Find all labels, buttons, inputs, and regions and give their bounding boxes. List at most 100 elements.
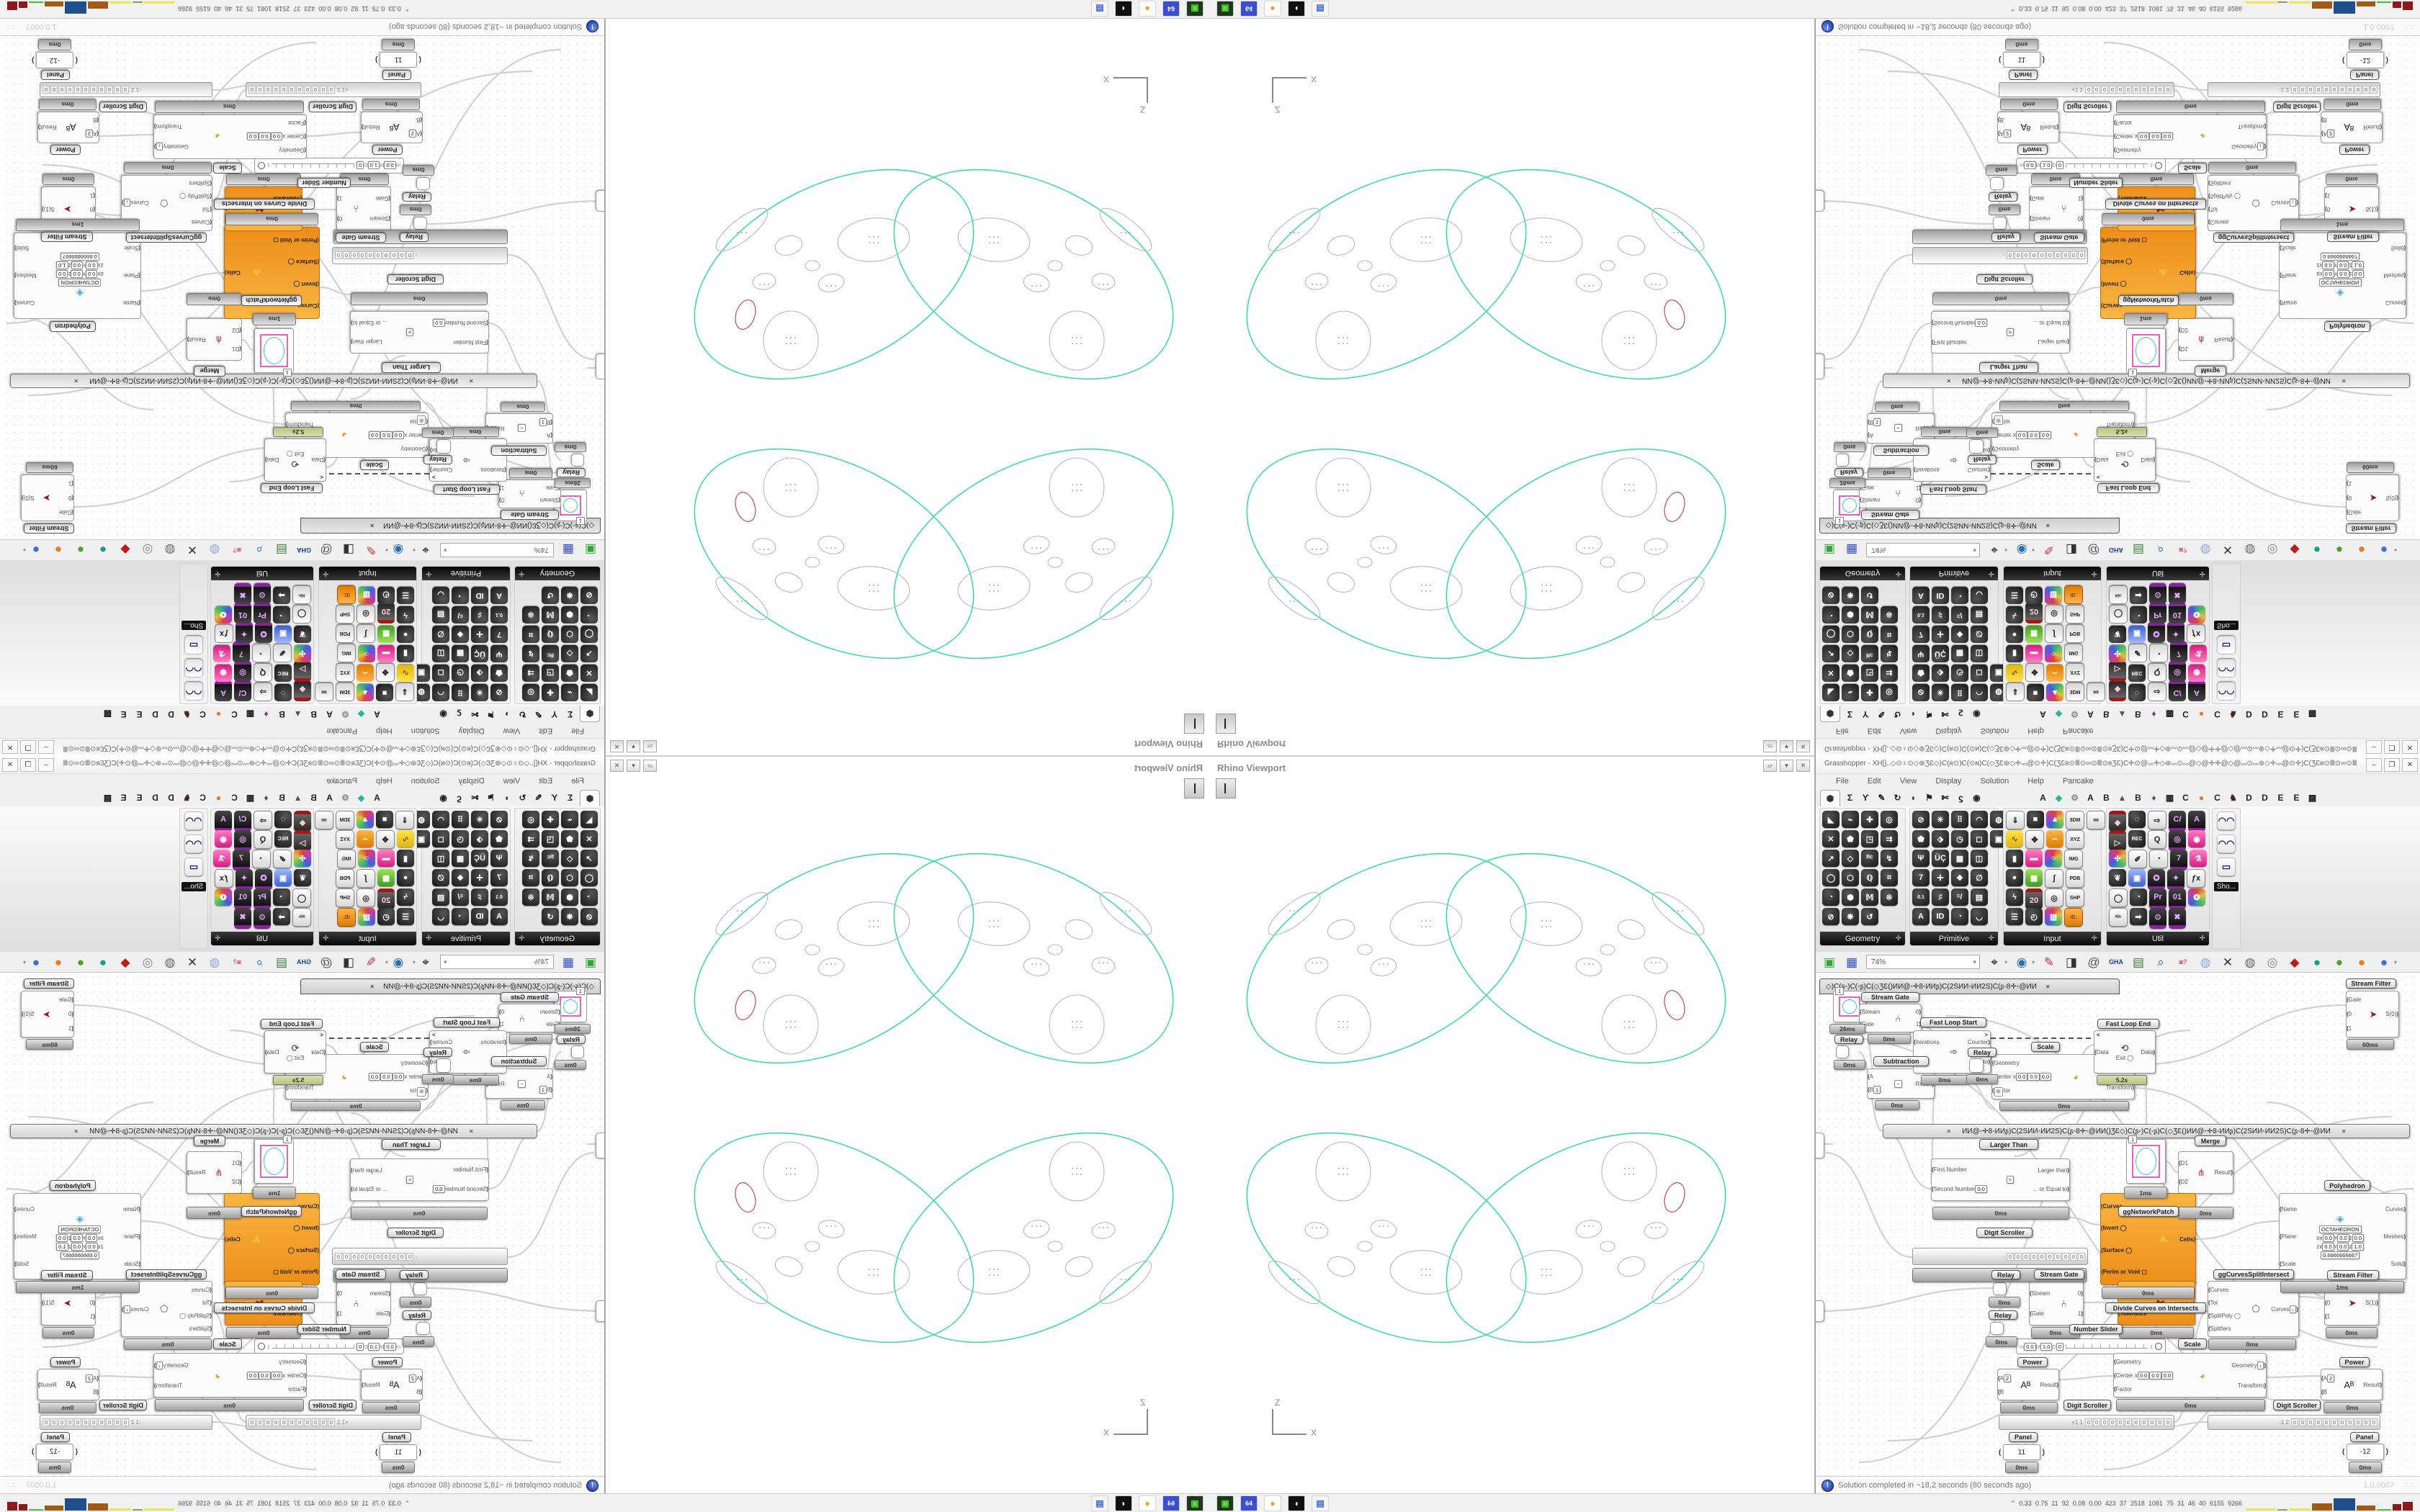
component-icon[interactable]: ▥ — [358, 587, 375, 604]
component-icon[interactable]: ◷ — [452, 830, 469, 847]
input-port[interactable]: 1 — [68, 480, 73, 487]
title-bar[interactable]: Grasshopper - XH[]..◇⊙♁⊙◇⊛ƷƐ◇)C(ʀ⊙)C(⊙ɴ)… — [0, 738, 604, 756]
component-icon[interactable]: ⌢ — [357, 830, 374, 847]
scroller-digit[interactable]: 0 — [375, 251, 382, 260]
component-icon[interactable]: ▦ — [377, 626, 395, 643]
console-app-icon[interactable]: ▣ — [1216, 1495, 1234, 1511]
component-icon[interactable]: A — [2188, 811, 2205, 832]
component-icon[interactable]: ◴ — [377, 587, 395, 604]
scroller-digit[interactable]: 0 — [280, 1418, 287, 1426]
input-port[interactable]: Invert ◯ — [293, 1225, 319, 1231]
export-doc-icon[interactable]: ▤ — [2133, 955, 2145, 969]
input-port[interactable]: B — [93, 1389, 99, 1395]
palette-footer[interactable]: Util ✛ — [211, 567, 313, 580]
input-port[interactable]: Plane — [2280, 1233, 2296, 1240]
output-port[interactable]: Geometry↓ — [154, 143, 189, 150]
component-icon[interactable]: ⇨ — [254, 811, 272, 829]
component-icon[interactable]: ▲ — [2046, 684, 2063, 701]
output-port[interactable]: ... or Equal to — [351, 1186, 387, 1192]
snowflake-icon[interactable]: ❄ — [1994, 415, 2003, 425]
scroller-digit[interactable]: 0 — [264, 1418, 272, 1426]
input-port[interactable]: Scale — [124, 246, 140, 252]
at-icon[interactable]: @ — [2087, 955, 2100, 969]
tab-plugin[interactable]: ▦ — [246, 793, 255, 803]
component-icon[interactable]: XYZ — [2066, 663, 2084, 682]
component-icon[interactable]: 01 — [234, 603, 251, 624]
close-icon[interactable]: ✕ — [2341, 1128, 2347, 1135]
output-port[interactable]: S(0) — [2385, 495, 2398, 501]
component-icon[interactable]: 7 — [490, 626, 508, 643]
input-port[interactable]: Gate — [59, 996, 73, 1003]
tab-plugin[interactable]: ♞ — [2229, 709, 2237, 719]
chevron-down-icon[interactable]: ▾ — [2004, 958, 2008, 966]
component-icon[interactable]: ✦ — [236, 622, 253, 643]
scroller-digit[interactable]: 0 — [406, 251, 413, 260]
component-icon[interactable]: ❋ — [1842, 908, 1859, 925]
output-port[interactable]: Result — [2040, 125, 2058, 131]
scroller-digit[interactable]: 0 — [114, 86, 121, 94]
input-port[interactable]: B — [2321, 1389, 2327, 1395]
component-icon[interactable]: ◡ — [432, 908, 449, 925]
component-field[interactable]: OCTAHEDRON — [58, 279, 102, 287]
node-power[interactable]: A2BAᴮResult — [2321, 112, 2383, 143]
output-port[interactable]: Cells — [2179, 1236, 2195, 1243]
component-icon[interactable]: ◔ — [1951, 908, 1968, 925]
component-icon[interactable]: ※ — [522, 888, 539, 906]
input-port[interactable]: 0 — [2347, 1011, 2352, 1017]
scroller-digit[interactable]: 0 — [106, 1418, 113, 1426]
preview-icon[interactable]: ◉ — [2016, 543, 2027, 557]
maximize-button[interactable]: ❒ — [20, 758, 36, 772]
component-icon[interactable]: ◴ — [2025, 908, 2043, 925]
save-file-icon[interactable]: ▦ — [1845, 543, 1858, 557]
zoom-extents-icon[interactable]: ⌖ — [422, 955, 429, 969]
tab-plugin[interactable]: ♦ — [264, 709, 269, 719]
package-icon[interactable]: ◙? — [233, 958, 241, 966]
tab-plugin[interactable]: D — [2246, 793, 2252, 803]
node-relay-edge[interactable] — [1816, 1133, 1824, 1158]
node-power[interactable]: A2BAᴮResult — [1997, 1369, 2059, 1400]
output-port[interactable]: Solid — [2391, 246, 2406, 252]
scroller-digit[interactable]: 0 — [2062, 1252, 2069, 1261]
component-icon[interactable]: ◫ — [432, 645, 449, 662]
output-port[interactable]: Data — [2141, 1049, 2155, 1056]
component-icon[interactable]: Q — [2148, 663, 2166, 682]
component-icon[interactable]: ⌗ — [1881, 869, 1898, 886]
component-field[interactable]: ᴅx0.0ʏ0.0ᴢ0.0 — [55, 270, 104, 278]
component-icon[interactable]: PDB — [2066, 624, 2084, 643]
input-port[interactable]: Center x0.00.00.0 — [2114, 132, 2174, 141]
gha-icon[interactable]: GHA — [2109, 958, 2124, 966]
scroller-digit[interactable]: 0 — [359, 251, 366, 260]
sketch-icon[interactable]: ✎ — [365, 955, 377, 969]
jar-icon[interactable]: ◨ — [2066, 543, 2078, 557]
viewport-dropdown[interactable] — [1216, 778, 1236, 798]
ball-orange-icon[interactable]: ● — [2357, 955, 2366, 969]
scroller-digit[interactable]: 0 — [398, 1252, 405, 1261]
input-port[interactable]: SplitPoly ◯ — [179, 1313, 212, 1319]
bulb-icon[interactable]: ◍ — [209, 543, 220, 557]
rhino-viewport-panel[interactable]: Rhino Viewport ▱ ▾ ✕ Z X — [1210, 756, 1815, 1494]
component-icon[interactable]: ❂ — [215, 606, 232, 624]
resize-grip-icon[interactable]: ∴∴ — [2404, 1481, 2415, 1490]
scroller-digit[interactable]: 0 — [2315, 86, 2322, 94]
input-port[interactable]: Stream — [370, 1290, 390, 1297]
component-icon[interactable]: ■ — [2027, 684, 2044, 701]
component-icon[interactable]: ✕ — [581, 830, 598, 847]
component-icon[interactable]: ▤ — [432, 606, 449, 624]
sphere-stack-icon[interactable]: ◍ — [164, 955, 176, 969]
component-icon[interactable]: IMG — [337, 644, 356, 662]
component-icon[interactable]: ◠ — [432, 811, 449, 828]
component-icon[interactable]: ◔ — [581, 606, 598, 624]
component-icon[interactable]: ◔ — [2149, 850, 2168, 868]
input-port[interactable]: D2 — [232, 1179, 241, 1185]
output-port[interactable]: Cells — [225, 1236, 241, 1243]
node-polyhedron[interactable]: NamePlaneScale◈OCTAHEDRONᴅx0.0ʏ0.0ᴢ0.0ᴢx… — [14, 1193, 141, 1279]
component-icon[interactable]: ◻ — [1971, 665, 1988, 682]
console-app-icon[interactable]: ▣ — [1186, 1, 1204, 17]
component-icon[interactable]: ⚗ — [213, 645, 230, 662]
component-icon[interactable]: ◴ — [2025, 587, 2043, 604]
input-port[interactable]: 1 — [2325, 1313, 2330, 1320]
output-port[interactable]: Data — [265, 457, 279, 464]
